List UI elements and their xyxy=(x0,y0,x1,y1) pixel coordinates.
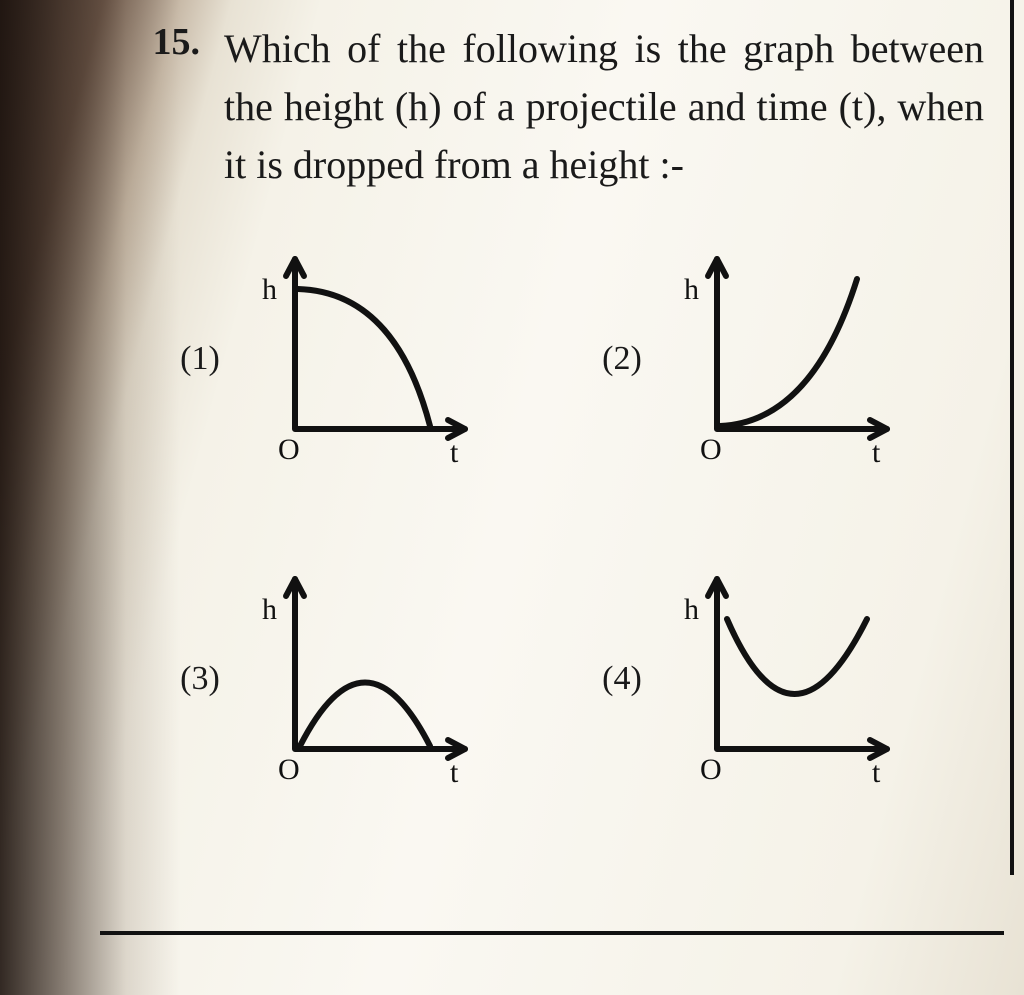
option-4-label: (4) xyxy=(592,660,652,698)
x-axis-label: t xyxy=(872,756,881,789)
option-3-label: (3) xyxy=(170,660,230,698)
option-4-graph: h O t xyxy=(672,564,902,794)
option-2-graph: h O t xyxy=(672,244,902,474)
y-axis-label: h xyxy=(684,593,699,626)
x-axis-label: t xyxy=(450,756,459,789)
y-axis-label: h xyxy=(684,273,699,306)
y-axis-label: h xyxy=(262,273,277,306)
option-3-graph: h O t xyxy=(250,564,480,794)
horizontal-divider xyxy=(100,931,1004,935)
origin-label: O xyxy=(700,753,722,786)
option-1[interactable]: (1) h O t xyxy=(170,244,552,474)
page: 15. Which of the following is the graph … xyxy=(0,0,1024,995)
question-number: 15. xyxy=(130,20,200,64)
question-row: 15. Which of the following is the graph … xyxy=(130,20,994,194)
x-axis-label: t xyxy=(450,436,459,469)
origin-label: O xyxy=(278,433,300,466)
option-1-graph: h O t xyxy=(250,244,480,474)
y-axis-label: h xyxy=(262,593,277,626)
option-4[interactable]: (4) h O t xyxy=(592,564,974,794)
options-grid: (1) h O t xyxy=(130,244,994,794)
origin-label: O xyxy=(700,433,722,466)
option-2-label: (2) xyxy=(592,340,652,378)
option-1-label: (1) xyxy=(170,340,230,378)
page-margin-rule xyxy=(1010,0,1014,875)
x-axis-label: t xyxy=(872,436,881,469)
origin-label: O xyxy=(278,753,300,786)
option-2[interactable]: (2) h O t xyxy=(592,244,974,474)
question-text: Which of the following is the graph betw… xyxy=(224,20,984,194)
question-block: 15. Which of the following is the graph … xyxy=(130,20,994,794)
option-3[interactable]: (3) h O t xyxy=(170,564,552,794)
